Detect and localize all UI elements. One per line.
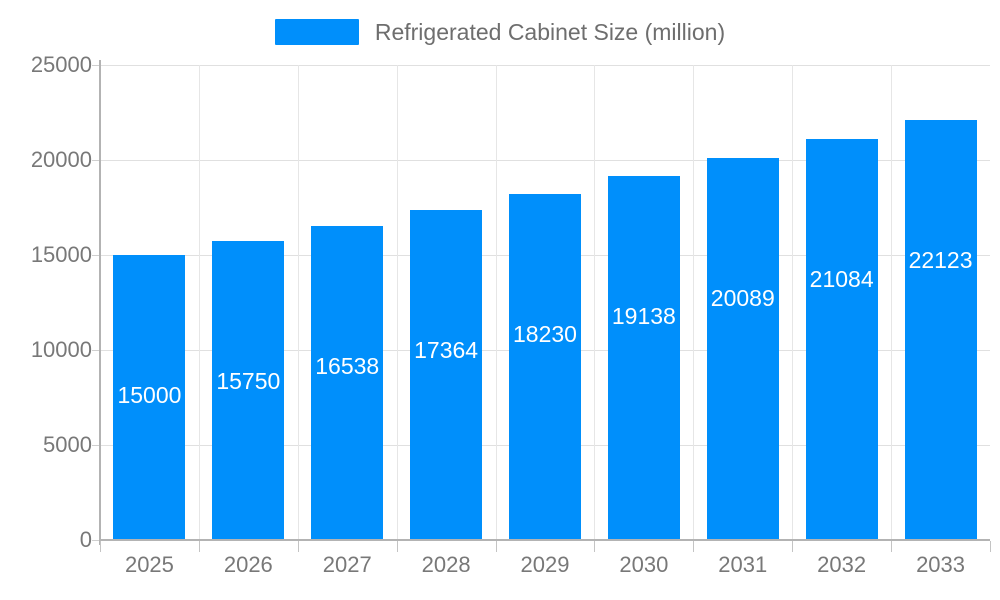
bar-2033[interactable] [904, 119, 977, 540]
bar-2029[interactable] [509, 193, 581, 540]
x-axis-tick-label-2028: 2028 [421, 552, 471, 577]
x-axis-tick-label-2032: 2032 [817, 552, 867, 577]
gridline-vertical [594, 65, 595, 540]
legend-series-label[interactable]: Refrigerated Cabinet Size (million) [374, 19, 726, 45]
x-axis-tick-label-2026: 2026 [223, 552, 273, 577]
x-axis-tick-mark [100, 541, 101, 552]
x-axis-line [100, 539, 990, 541]
y-axis-tick-label: 0 [79, 527, 92, 552]
legend-color-swatch[interactable] [274, 19, 359, 45]
x-axis-tick-label-2033: 2033 [916, 552, 966, 577]
y-axis-labels: 0 5000 10000 15000 20000 25000 [0, 0, 99, 600]
x-axis-tick-mark [792, 541, 793, 552]
y-axis-tick-mark [92, 255, 99, 256]
y-axis-tick-mark [92, 540, 99, 541]
y-axis-tick-mark [92, 350, 99, 351]
x-axis-tick-mark [199, 541, 200, 552]
plot-area: 15000 15750 16538 17364 18230 19138 20089 21084… [100, 65, 990, 541]
bar-2025[interactable] [113, 255, 186, 540]
x-axis-tick-mark [990, 541, 991, 552]
gridline-horizontal [100, 65, 990, 66]
gridline-vertical [199, 65, 200, 540]
y-axis-tick-label: 10000 [30, 337, 92, 362]
y-axis-tick-label: 20000 [30, 147, 92, 172]
bar-2026[interactable] [212, 240, 285, 540]
bar-2032[interactable] [805, 139, 878, 540]
gridline-horizontal [100, 160, 990, 161]
x-axis-tick-label-2025: 2025 [124, 552, 174, 577]
y-axis-line [99, 60, 101, 545]
gridline-vertical [496, 65, 497, 540]
chart-legend[interactable]: Refrigerated Cabinet Size (million) [0, 14, 1000, 50]
x-axis-tick-label-2029: 2029 [520, 552, 570, 577]
x-axis-tick-mark [693, 541, 694, 552]
x-axis-tick-mark [594, 541, 595, 552]
gridline-vertical [891, 65, 892, 540]
bar-2028[interactable] [410, 210, 483, 540]
x-axis-labels: 2025 2026 2027 2028 2029 2030 2031 2032 2033 [100, 552, 990, 592]
bar-2027[interactable] [311, 225, 384, 540]
x-axis-tick-mark [397, 541, 398, 552]
x-axis-tick-label-2027: 2027 [322, 552, 372, 577]
y-axis-tick-mark [92, 445, 99, 446]
x-axis-tick-mark [891, 541, 892, 552]
y-axis-tick-mark [92, 160, 99, 161]
x-axis-tick-mark [496, 541, 497, 552]
x-axis-tick-mark [298, 541, 299, 552]
x-axis-tick-label-2031: 2031 [718, 552, 768, 577]
bar-2031[interactable] [706, 158, 779, 540]
y-axis-tick-label: 5000 [43, 432, 92, 457]
x-axis-tick-label-2030: 2030 [619, 552, 669, 577]
gridline-vertical [397, 65, 398, 540]
bar-2030[interactable] [607, 176, 680, 540]
gridline-vertical [298, 65, 299, 540]
y-axis-tick-label: 25000 [30, 52, 92, 77]
gridline-vertical [792, 65, 793, 540]
y-axis-tick-mark [92, 65, 99, 66]
gridline-vertical [693, 65, 694, 540]
y-axis-tick-label: 15000 [30, 242, 92, 267]
